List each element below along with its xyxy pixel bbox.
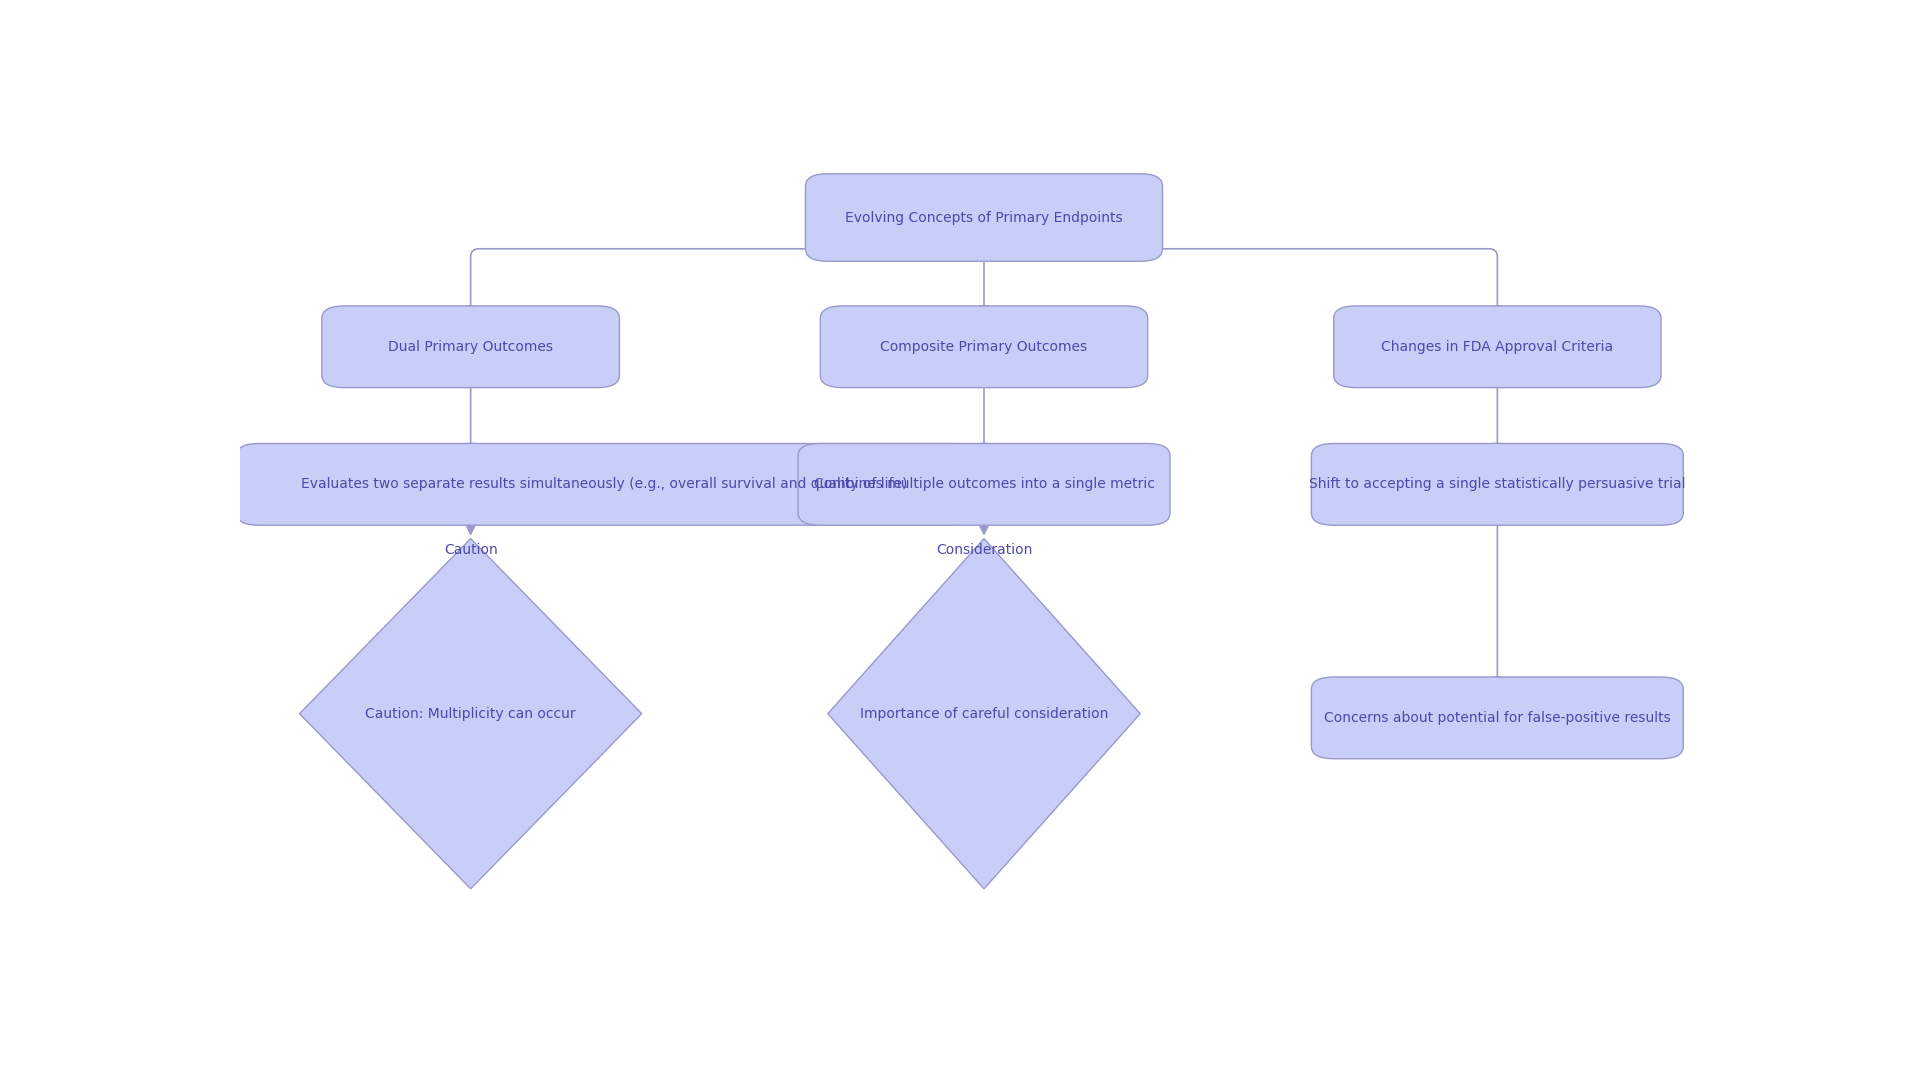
FancyBboxPatch shape [799,444,1169,525]
FancyBboxPatch shape [323,305,620,388]
Text: Concerns about potential for false-positive results: Concerns about potential for false-posit… [1325,710,1670,725]
Text: Consideration: Consideration [935,543,1033,557]
Text: Caution: Caution [444,543,497,557]
Text: Shift to accepting a single statistically persuasive trial: Shift to accepting a single statisticall… [1309,478,1686,492]
Text: Evaluates two separate results simultaneously (e.g., overall survival and qualit: Evaluates two separate results simultane… [301,478,908,492]
Polygon shape [828,538,1140,889]
Text: Composite Primary Outcomes: Composite Primary Outcomes [881,340,1087,354]
FancyBboxPatch shape [1334,305,1661,388]
Text: Dual Primary Outcomes: Dual Primary Outcomes [388,340,553,354]
FancyBboxPatch shape [1311,444,1684,525]
Text: Caution: Multiplicity can occur: Caution: Multiplicity can occur [365,707,576,720]
FancyBboxPatch shape [1311,677,1684,759]
Text: Importance of careful consideration: Importance of careful consideration [860,707,1108,720]
Text: Combines multiple outcomes into a single metric: Combines multiple outcomes into a single… [814,478,1154,492]
FancyBboxPatch shape [820,305,1148,388]
Text: Changes in FDA Approval Criteria: Changes in FDA Approval Criteria [1380,340,1613,354]
FancyBboxPatch shape [806,173,1162,261]
Polygon shape [300,538,641,889]
FancyBboxPatch shape [236,444,973,525]
Text: Evolving Concepts of Primary Endpoints: Evolving Concepts of Primary Endpoints [845,210,1123,224]
